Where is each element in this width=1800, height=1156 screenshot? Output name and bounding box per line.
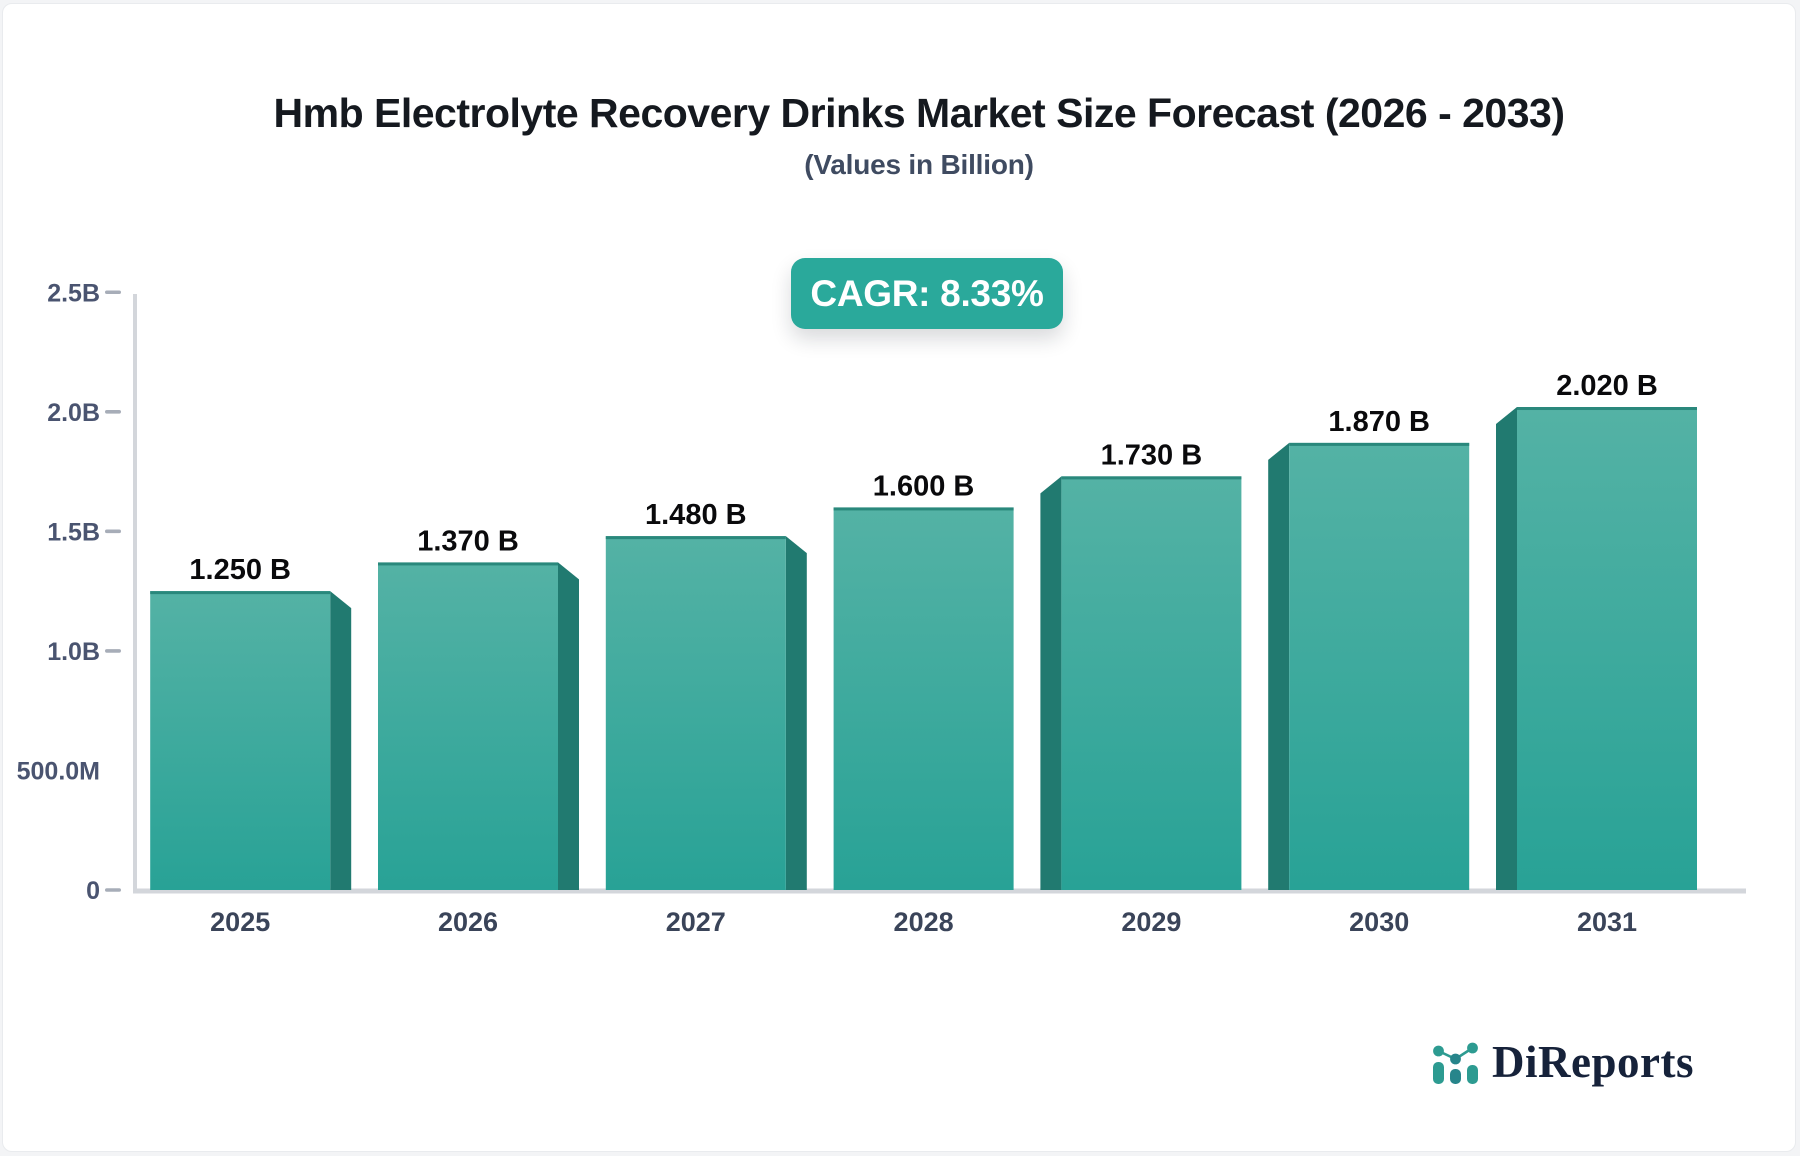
bar-side: [1496, 407, 1517, 890]
x-axis-line: [133, 888, 1746, 894]
y-axis-tick: [105, 410, 121, 414]
chart-title: Hmb Electrolyte Recovery Drinks Market S…: [273, 90, 1566, 136]
y-axis-line: [133, 294, 137, 893]
y-axis-tick: [105, 529, 121, 534]
y-axis-label: 500.0M: [17, 757, 100, 785]
y-axis-tick: [105, 888, 121, 892]
x-axis-label: 2027: [666, 907, 726, 937]
value-label: 1.250 B: [189, 554, 291, 586]
bar-side: [558, 562, 579, 890]
value-label: 1.870 B: [1328, 406, 1430, 438]
bar-side: [785, 536, 807, 890]
direports-logo: DiReports: [1431, 1038, 1694, 1086]
logo-text: DiReports: [1492, 1037, 1694, 1088]
bar-face: [605, 536, 786, 890]
bar-top-edge: [1517, 407, 1697, 411]
bar-top-edge: [150, 591, 331, 595]
bar-top-edge: [1289, 442, 1470, 446]
x-axis-label: 2025: [210, 907, 270, 937]
bar-side: [330, 591, 352, 890]
bar-face: [1517, 407, 1697, 890]
bar-face: [833, 507, 1014, 890]
value-label: 2.020 B: [1556, 370, 1658, 402]
y-axis-label: 2.5B: [47, 279, 100, 307]
y-axis-tick: [105, 290, 121, 295]
bar-face: [378, 562, 558, 890]
bar-face: [150, 591, 331, 890]
bar-chart-plot: 0 500.0M 1.0B 1.5B 2.0B 2.5B 1.250 B 2025 1.370 …: [17, 279, 1746, 937]
value-label: 1.600 B: [873, 470, 975, 502]
x-axis-label: 2029: [1121, 907, 1181, 937]
value-label: 1.730 B: [1101, 439, 1203, 471]
y-axis-label: 1.5B: [47, 518, 100, 546]
bar-top-edge: [833, 507, 1014, 511]
bar-top-edge: [605, 536, 786, 540]
y-axis-label: 1.0B: [47, 638, 100, 666]
y-axis-tick: [105, 649, 121, 653]
bar-top-edge: [1061, 476, 1242, 480]
x-axis-label: 2028: [894, 907, 954, 937]
bar-side: [1268, 442, 1290, 890]
bar-top-edge: [378, 562, 558, 566]
bar-side: [1040, 476, 1062, 890]
y-axis-label: 2.0B: [47, 399, 100, 427]
x-axis-label: 2031: [1577, 907, 1637, 937]
chart-header: Hmb Electrolyte Recovery Drinks Market S…: [43, 90, 1795, 181]
bar-face: [1061, 476, 1242, 890]
y-axis-label: 0: [86, 877, 100, 905]
bar-face: [1289, 442, 1470, 890]
value-label: 1.370 B: [417, 525, 519, 557]
x-axis-label: 2026: [438, 907, 498, 937]
value-label: 1.480 B: [645, 499, 747, 531]
chart-subtitle: (Values in Billion): [804, 149, 1034, 180]
cagr-badge: CAGR: 8.33%: [791, 258, 1063, 329]
cagr-badge-label: CAGR: 8.33%: [810, 272, 1044, 314]
chart-card: Hmb Electrolyte Recovery Drinks Market S…: [2, 3, 1796, 1152]
bar-chart-logo-icon: [1433, 1042, 1478, 1084]
x-axis-label: 2030: [1349, 907, 1409, 937]
